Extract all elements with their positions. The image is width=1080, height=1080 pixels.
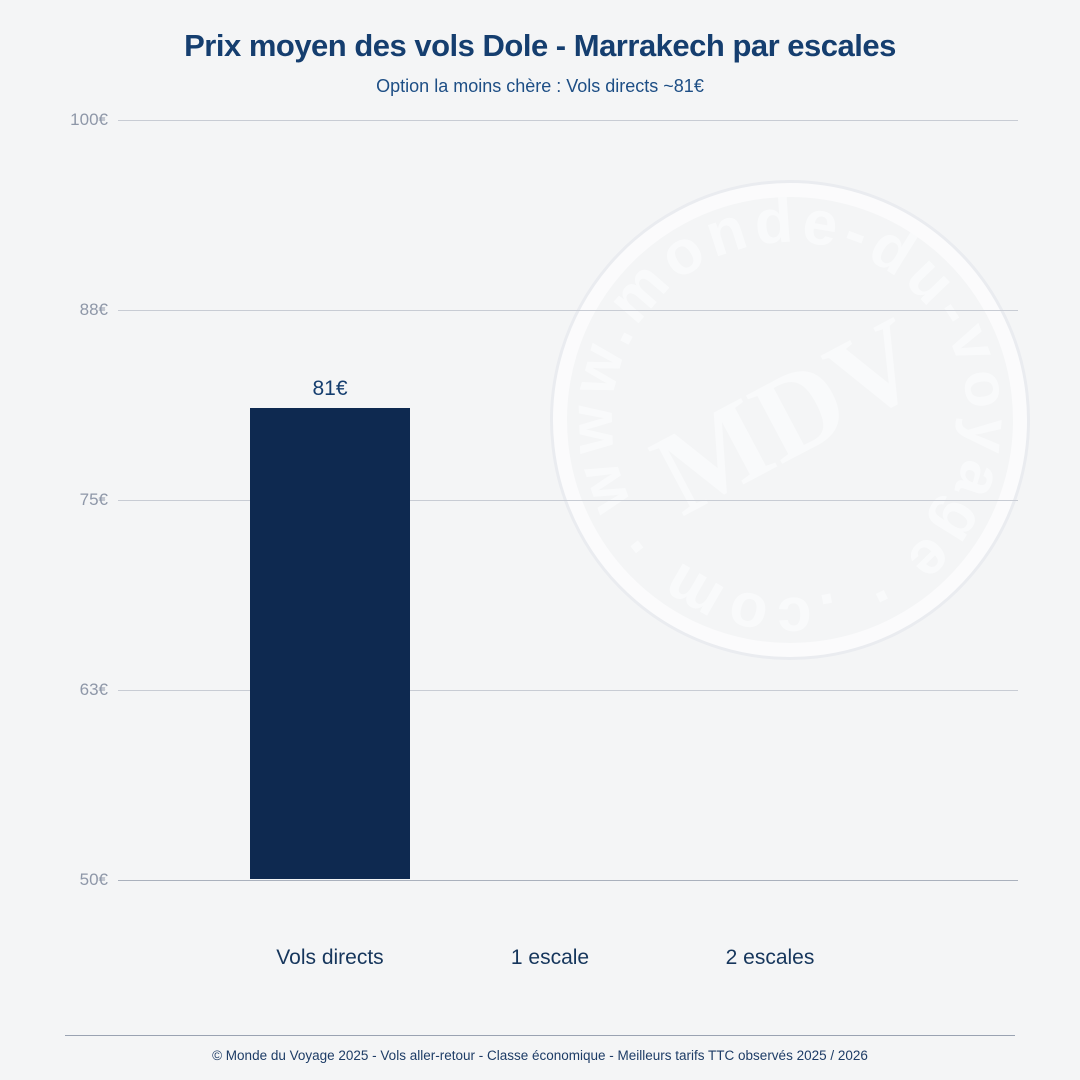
y-tick-label: 88€ bbox=[79, 300, 108, 319]
bar-vols-directs bbox=[250, 407, 410, 879]
y-tick-label: 63€ bbox=[79, 680, 108, 699]
footer-divider bbox=[65, 1035, 1015, 1036]
y-tick-label: 100€ bbox=[70, 110, 108, 129]
chart-subtitle: Option la moins chère : Vols directs ~81… bbox=[376, 76, 704, 96]
y-tick-label: 75€ bbox=[79, 490, 108, 509]
category-label-vols-directs: Vols directs bbox=[276, 946, 384, 969]
gridline-baseline bbox=[118, 880, 1018, 881]
chart-title: Prix moyen des vols Dole - Marrakech par… bbox=[184, 28, 896, 63]
x-axis-categories: Vols directs 1 escale 2 escales bbox=[118, 946, 1018, 986]
gridline bbox=[118, 690, 1018, 691]
gridline bbox=[118, 120, 1018, 121]
plot-area: 100€ 88€ 75€ 63€ 50€ 81€ bbox=[70, 110, 1018, 889]
y-tick-label: 50€ bbox=[79, 870, 108, 889]
bar-value-label: 81€ bbox=[312, 376, 348, 400]
category-label-2-escales: 2 escales bbox=[725, 946, 815, 969]
gridline bbox=[118, 500, 1018, 501]
footer-copyright: © Monde du Voyage 2025 - Vols aller-reto… bbox=[212, 1048, 868, 1063]
gridline bbox=[118, 310, 1018, 311]
category-label-1-escale: 1 escale bbox=[510, 946, 590, 969]
